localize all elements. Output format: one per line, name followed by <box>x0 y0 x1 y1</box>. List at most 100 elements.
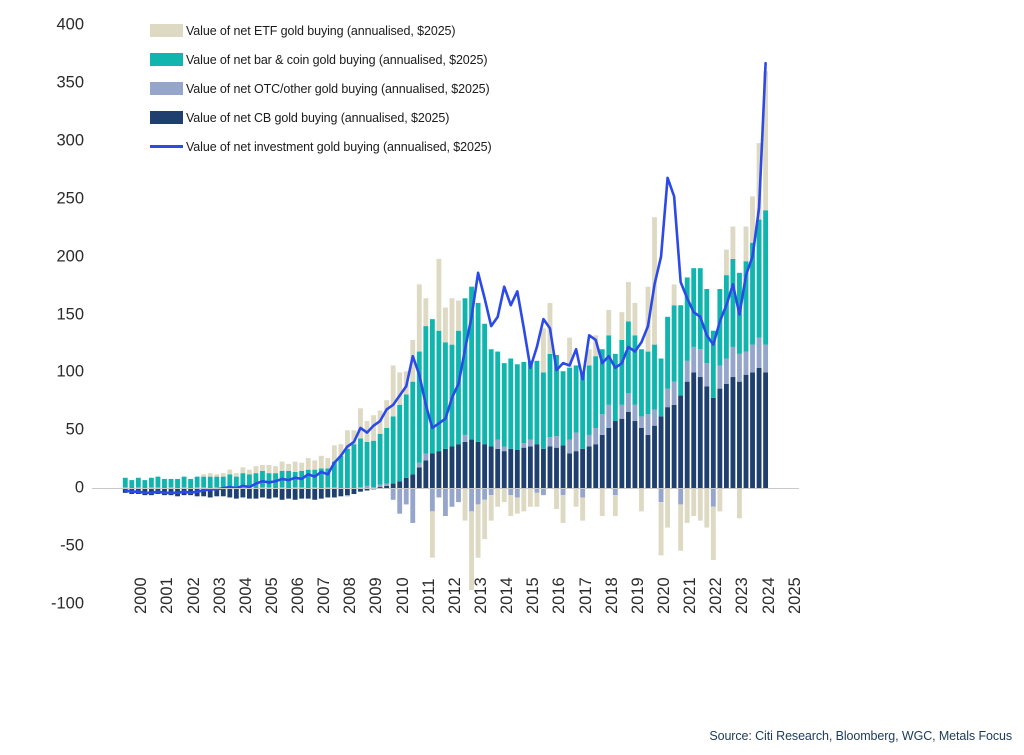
bar-segment-otc <box>625 393 631 412</box>
bar-segment-etf <box>586 349 592 366</box>
bar-segment-etf <box>429 511 435 558</box>
bar-segment-etf <box>207 473 213 477</box>
bar-segment-cb <box>717 388 723 489</box>
bar-segment-otc <box>756 337 762 368</box>
bar-segment-cb <box>390 483 396 489</box>
bar-segment-etf <box>220 473 226 477</box>
bar-segment-otc <box>168 487 174 489</box>
bar-segment-cb <box>488 446 494 489</box>
bar-segment-cb <box>593 444 599 489</box>
y-axis-tick: 100 <box>56 362 84 381</box>
bar-segment-bar_coin <box>233 476 239 489</box>
bar-segment-bar_coin <box>593 356 599 428</box>
bar-segment-otc <box>514 488 520 498</box>
bar-segment-cb <box>645 434 651 489</box>
bar-segment-cb <box>508 448 514 489</box>
bar-segment-etf <box>397 372 403 405</box>
bar-segment-otc <box>671 381 677 405</box>
zero-baseline <box>92 488 799 490</box>
bar-segment-etf <box>227 469 233 475</box>
bar-segment-otc <box>501 446 507 452</box>
bar-segment-bar_coin <box>527 360 533 440</box>
x-axis-tick: 2005 <box>262 577 281 614</box>
bar-segment-cb <box>541 448 546 489</box>
x-axis-tick: 2013 <box>472 577 491 614</box>
bar-segment-bar_coin <box>684 277 690 361</box>
bar-segment-cb <box>351 488 357 494</box>
bar-segment-otc <box>730 346 736 378</box>
bar-segment-bar_coin <box>554 355 559 437</box>
bar-segment-etf <box>390 365 396 417</box>
bar-segment-etf <box>345 430 350 449</box>
bar-segment-bar_coin <box>625 321 631 394</box>
bar-segment-otc <box>371 487 376 489</box>
bar-segment-bar_coin <box>168 478 174 488</box>
bar-segment-etf <box>697 488 703 521</box>
bar-segment-otc <box>593 427 599 445</box>
bar-segment-cb <box>279 488 285 500</box>
bar-segment-bar_coin <box>122 477 128 488</box>
bar-segment-etf <box>704 488 710 528</box>
bar-segment-etf <box>266 465 272 474</box>
bar-segment-otc <box>299 487 305 489</box>
bar-segment-etf <box>462 488 468 521</box>
bar-segment-bar_coin <box>586 365 592 435</box>
bar-segment-bar_coin <box>704 289 710 364</box>
bar-segment-bar_coin <box>305 469 311 489</box>
bar-segment-otc <box>606 404 612 428</box>
bar-segment-cb <box>606 427 612 489</box>
bar-segment-bar_coin <box>364 441 370 486</box>
bar-segment-otc <box>750 344 755 373</box>
bar-segment-bar_coin <box>619 339 625 405</box>
bar-segment-otc <box>403 488 409 505</box>
bar-segment-otc <box>488 488 494 496</box>
bar-segment-cb <box>723 383 729 489</box>
bar-segment-cb <box>665 407 671 489</box>
y-axis-tick: -100 <box>50 594 84 613</box>
bar-segment-bar_coin <box>142 480 148 489</box>
bar-segment-otc <box>325 487 331 489</box>
bar-segment-cb <box>560 445 566 489</box>
x-axis-tick: 2000 <box>132 577 151 614</box>
bar-segment-cb <box>612 421 618 489</box>
bar-segment-etf <box>456 300 461 331</box>
bar-segment-etf <box>743 226 749 262</box>
bar-segment-otc <box>658 488 664 503</box>
bar-segment-otc <box>436 488 442 498</box>
x-axis-tick: 2009 <box>367 577 386 614</box>
bar-segment-otc <box>456 488 461 503</box>
bar-segment-cb <box>345 488 350 496</box>
y-axis-tick: 200 <box>56 247 84 266</box>
legend-label-bar-coin: Value of net bar & coin gold buying (ann… <box>186 52 488 67</box>
bar-segment-cb <box>599 434 605 489</box>
bar-segment-otc <box>429 488 435 512</box>
bar-segment-cb <box>632 421 638 489</box>
bar-segment-bar_coin <box>678 305 684 396</box>
y-axis-tick: 150 <box>56 305 84 323</box>
bar-segment-otc <box>423 453 429 461</box>
bar-segment-bar_coin <box>508 358 514 449</box>
bar-segment-bar_coin <box>469 286 474 440</box>
bar-segment-cb <box>462 441 468 489</box>
bar-segment-bar_coin <box>652 344 657 410</box>
bar-segment-etf <box>214 474 220 477</box>
y-axis-tick: 0 <box>74 478 84 497</box>
chart-legend: Value of net ETF gold buying (annualised… <box>150 16 580 161</box>
bar-segment-cb <box>763 372 769 489</box>
bar-segment-bar_coin <box>436 330 442 452</box>
bar-segment-bar_coin <box>410 381 416 475</box>
bar-segment-etf <box>325 458 331 469</box>
bar-segment-bar_coin <box>632 335 638 405</box>
bar-segment-etf <box>730 226 736 259</box>
bar-segment-etf <box>567 337 572 368</box>
bar-segment-etf <box>665 488 671 528</box>
bar-segment-bar_coin <box>260 470 265 488</box>
bar-segment-otc <box>358 487 363 489</box>
bar-segment-bar_coin <box>691 268 697 347</box>
legend-swatch-otc <box>150 82 183 95</box>
bar-segment-cb <box>514 449 520 489</box>
bar-segment-cb <box>240 488 246 498</box>
bar-segment-etf <box>475 504 481 558</box>
bar-segment-etf <box>358 408 363 439</box>
legend-swatch-investment-line <box>150 140 183 153</box>
